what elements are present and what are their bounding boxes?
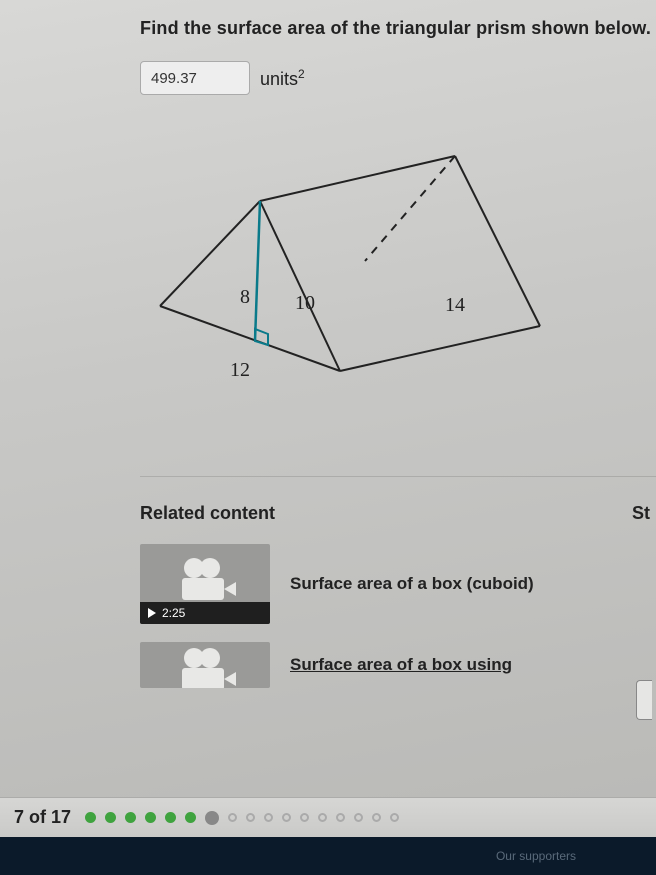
prism-figure: 8 10 12 14 [140, 131, 560, 431]
prism-edge [340, 326, 540, 371]
question-text: Find the surface area of the triangular … [140, 18, 656, 39]
progress-dot[interactable] [300, 813, 309, 822]
progress-dot[interactable] [318, 813, 327, 822]
progress-dot[interactable] [185, 812, 196, 823]
camera-icon [184, 648, 220, 668]
camera-icon [184, 558, 220, 578]
right-angle-marker [255, 329, 268, 345]
progress-dot[interactable] [145, 812, 156, 823]
progress-dot[interactable] [336, 813, 345, 822]
progress-dot[interactable] [354, 813, 363, 822]
answer-input[interactable] [140, 61, 250, 95]
video-thumbnail[interactable] [140, 642, 270, 688]
related-item-title[interactable]: Surface area of a box (cuboid) [290, 574, 534, 594]
progress-bar: 7 of 17 [0, 797, 656, 837]
exercise-page: Find the surface area of the triangular … [0, 0, 656, 688]
units-exponent: 2 [298, 67, 305, 81]
related-item[interactable]: 2:25 Surface area of a box (cuboid) [140, 544, 656, 624]
label-slant: 10 [295, 292, 315, 314]
progress-dot[interactable] [165, 812, 176, 823]
play-icon [148, 608, 156, 618]
side-panel-edge [636, 680, 652, 720]
camera-icon-body [182, 578, 224, 600]
label-base: 12 [230, 359, 250, 381]
video-duration: 2:25 [162, 606, 185, 620]
footer-text: Our supporters [496, 849, 576, 863]
label-depth: 14 [445, 294, 465, 316]
related-item[interactable]: Surface area of a box using [140, 642, 656, 688]
progress-dot[interactable] [125, 812, 136, 823]
answer-row: units2 [140, 61, 656, 95]
prism-edge [260, 156, 455, 201]
progress-dot[interactable] [390, 813, 399, 822]
progress-dot[interactable] [105, 812, 116, 823]
progress-label: 7 of 17 [14, 807, 71, 828]
prism-edge [455, 156, 540, 326]
progress-dot[interactable] [205, 811, 219, 825]
progress-dot[interactable] [246, 813, 255, 822]
units-base: units [260, 69, 298, 89]
related-content-heading: Related content [140, 503, 275, 524]
prism-altitude [255, 201, 260, 341]
footer-strip: Our supporters [0, 837, 656, 875]
side-letter: St [632, 503, 650, 524]
progress-dot[interactable] [85, 812, 96, 823]
camera-icon-lens [224, 672, 236, 686]
section-divider [140, 476, 656, 477]
related-content-section: Related content St 2:25 Surface area of … [140, 503, 656, 688]
label-height: 8 [240, 286, 250, 308]
progress-dots [85, 811, 399, 825]
camera-icon-body [182, 668, 224, 688]
progress-dot[interactable] [228, 813, 237, 822]
units-label: units2 [260, 67, 305, 90]
related-item-title[interactable]: Surface area of a box using [290, 655, 512, 675]
related-header: Related content St [140, 503, 656, 544]
progress-dot[interactable] [282, 813, 291, 822]
thumbnail-duration-bar: 2:25 [140, 602, 270, 624]
video-thumbnail[interactable]: 2:25 [140, 544, 270, 624]
camera-icon-lens [224, 582, 236, 596]
prism-hidden-edge [365, 156, 455, 261]
progress-dot[interactable] [264, 813, 273, 822]
progress-dot[interactable] [372, 813, 381, 822]
